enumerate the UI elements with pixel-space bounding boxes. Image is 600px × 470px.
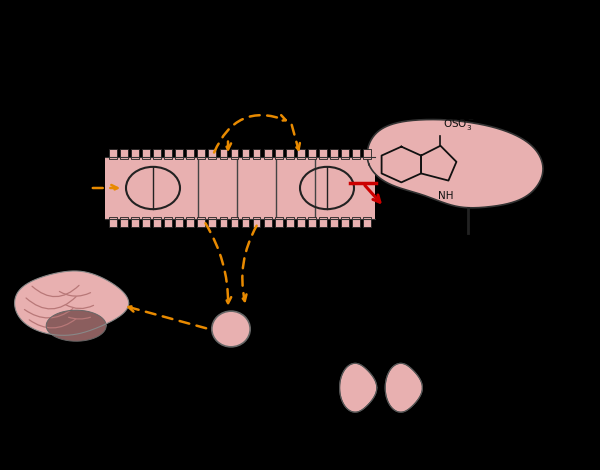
Bar — [109, 217, 116, 227]
Bar — [308, 217, 316, 227]
Bar — [297, 217, 305, 227]
Bar — [131, 149, 139, 159]
Bar — [187, 149, 194, 159]
Bar — [197, 149, 205, 159]
Bar — [120, 217, 128, 227]
Text: $\mathsf{OSO_3^-}$: $\mathsf{OSO_3^-}$ — [443, 117, 475, 132]
Bar — [264, 149, 272, 159]
Bar — [230, 149, 238, 159]
Bar — [242, 149, 250, 159]
Polygon shape — [367, 119, 543, 208]
Bar — [330, 217, 338, 227]
Bar — [319, 149, 327, 159]
Bar — [352, 217, 360, 227]
Bar — [220, 217, 227, 227]
Bar — [175, 217, 183, 227]
Bar — [164, 217, 172, 227]
Bar — [208, 149, 216, 159]
Bar — [264, 217, 272, 227]
Bar — [242, 217, 250, 227]
Ellipse shape — [212, 311, 250, 347]
Bar — [341, 217, 349, 227]
Bar — [364, 149, 371, 159]
Bar — [187, 217, 194, 227]
Bar — [319, 217, 327, 227]
Bar — [297, 149, 305, 159]
Bar — [175, 149, 183, 159]
Polygon shape — [14, 271, 128, 335]
Bar — [164, 149, 172, 159]
Bar — [208, 217, 216, 227]
Polygon shape — [46, 310, 106, 341]
Bar — [120, 149, 128, 159]
Bar — [105, 157, 375, 219]
Bar — [109, 149, 116, 159]
Bar — [220, 149, 227, 159]
Bar — [341, 149, 349, 159]
Bar — [197, 217, 205, 227]
Bar — [330, 149, 338, 159]
Bar — [153, 217, 161, 227]
Bar — [275, 217, 283, 227]
Bar — [275, 149, 283, 159]
Bar — [286, 217, 293, 227]
Bar — [253, 217, 260, 227]
Bar — [253, 149, 260, 159]
Bar — [142, 149, 150, 159]
Bar — [131, 217, 139, 227]
Text: NH: NH — [437, 191, 453, 201]
Bar — [153, 149, 161, 159]
Polygon shape — [340, 363, 377, 412]
Bar — [230, 217, 238, 227]
Bar — [308, 149, 316, 159]
Polygon shape — [385, 363, 422, 412]
Bar — [286, 149, 293, 159]
Bar — [364, 217, 371, 227]
Bar — [142, 217, 150, 227]
Bar — [352, 149, 360, 159]
